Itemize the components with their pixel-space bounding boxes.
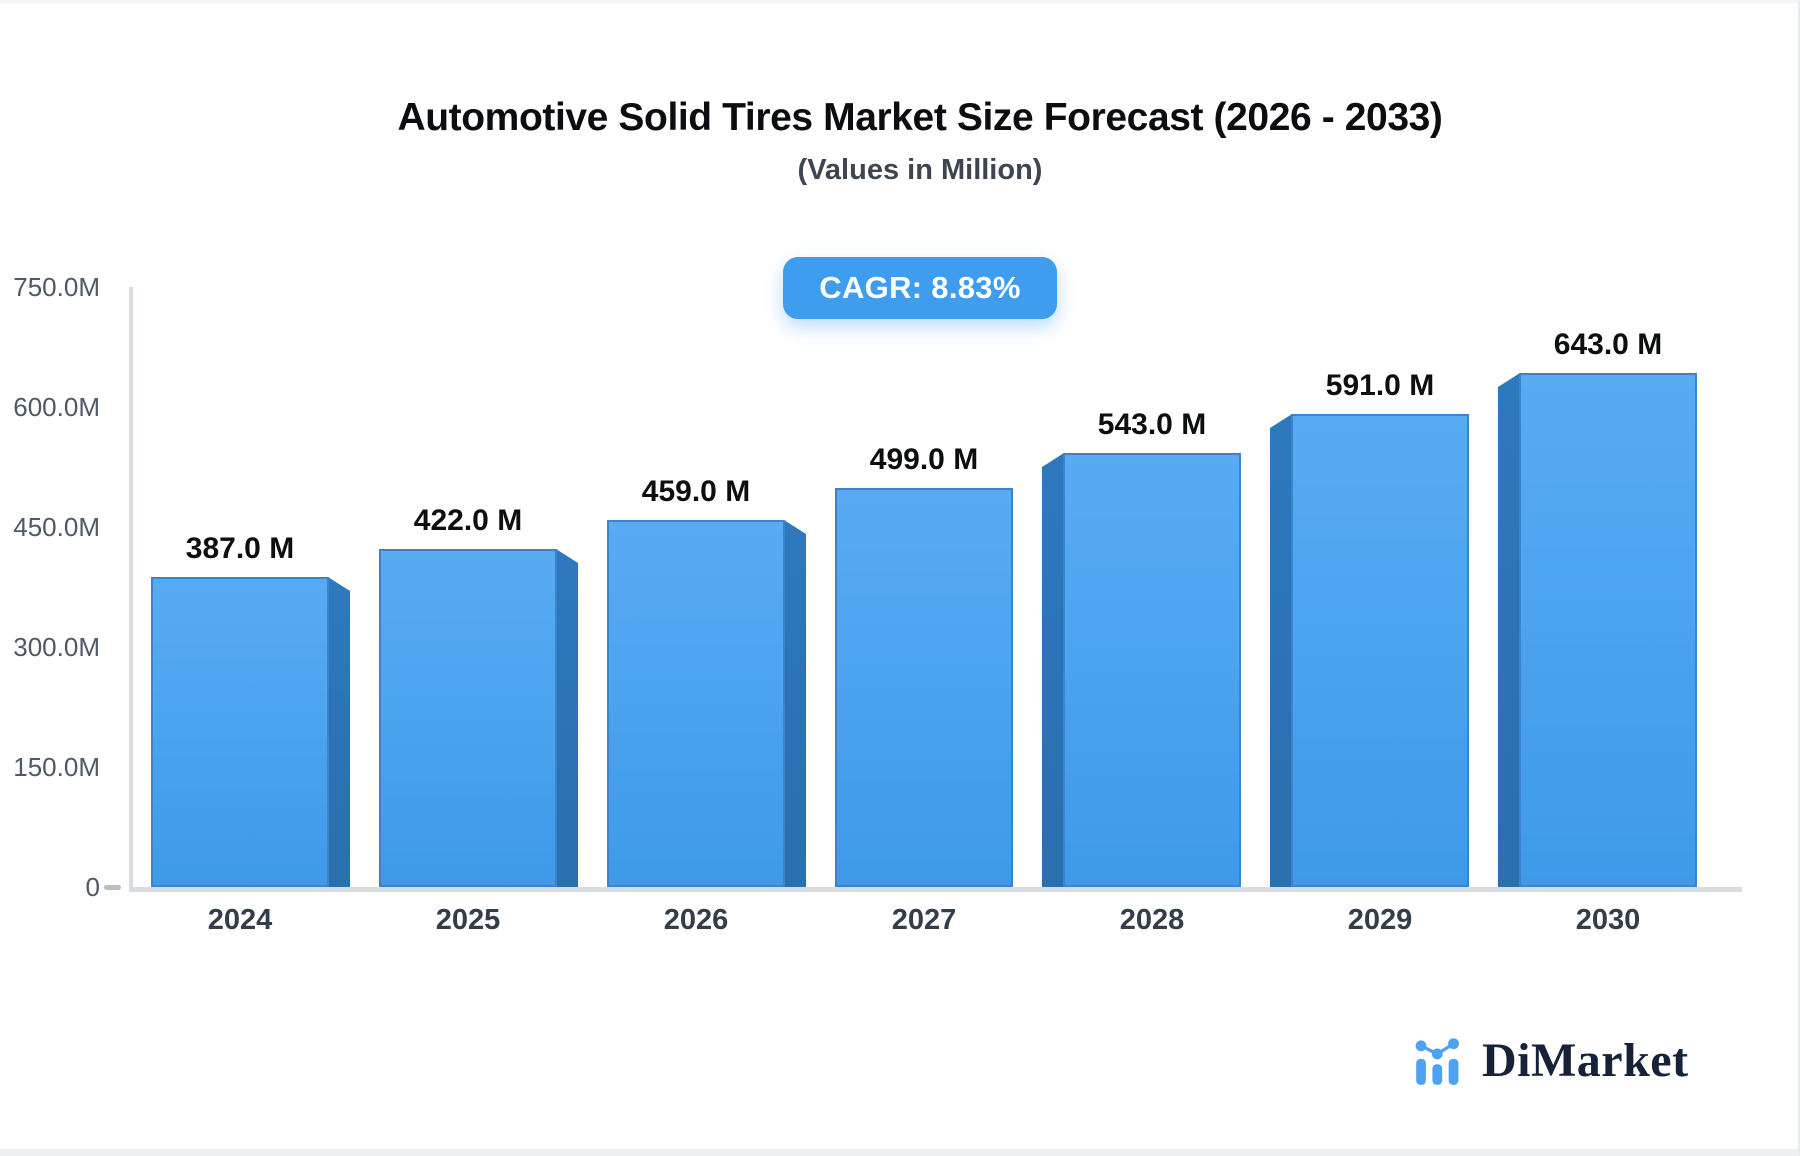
bar-2027 [835,488,1013,887]
y-axis-tick-label: 750.0M [13,272,100,302]
bar-chart-trendline-icon [1415,1037,1459,1085]
x-axis-year-label: 2028 [1119,904,1185,936]
y-axis-tick-label: 0 [85,872,100,902]
bar-2029 [1291,414,1469,887]
zero-tick-mark [104,885,121,890]
bar-value-label: 387.0 M [185,532,295,565]
x-axis-year-label: 2024 [207,904,273,936]
bar-2025 [379,549,557,887]
bottom-edge-strip [0,1149,1798,1156]
bar-value-label: 591.0 M [1325,369,1435,402]
bar-2024 [151,577,329,887]
chart-header: Automotive Solid Tires Market Size Forec… [40,95,1800,319]
bar-value-label: 422.0 M [413,504,523,537]
x-axis-year-label: 2027 [891,904,957,936]
bar-2028 [1063,453,1241,887]
logo-text: DiMarket [1482,1034,1689,1087]
bar-value-label: 459.0 M [641,475,751,508]
x-axis-year-label: 2026 [663,904,729,936]
y-axis-line [129,287,133,892]
bar-3d-side [1498,373,1520,887]
x-axis-year-label: 2029 [1347,904,1413,936]
chart-subtitle: (Values in Million) [797,154,1043,186]
y-axis-tick-label: 600.0M [13,392,100,422]
y-axis-tick-label: 150.0M [13,752,100,782]
x-axis-year-label: 2030 [1575,904,1641,936]
bar-value-label: 499.0 M [869,443,979,476]
bar-3d-side [328,577,350,887]
bar-3d-side [556,549,578,887]
chart-title: Automotive Solid Tires Market Size Forec… [397,96,1443,139]
x-axis-baseline [129,887,1742,892]
cagr-badge: CAGR: 8.83% [783,257,1057,319]
bar-value-label: 643.0 M [1553,328,1663,361]
bar-2026 [607,520,785,887]
bar-3d-side [784,520,806,887]
bar-3d-side [1042,453,1064,887]
bar-3d-side [1270,414,1292,887]
bar-2030 [1519,373,1697,887]
dimarket-logo: DiMarket [1414,1033,1689,1088]
bar-value-label: 543.0 M [1097,408,1207,441]
y-axis-tick-label: 300.0M [13,632,100,662]
y-axis-tick-label: 450.0M [13,512,100,542]
x-axis-year-label: 2025 [435,904,501,936]
bar-chart-plot-area: 0 150.0M 300.0M 450.0M 600.0M 750.0M 387.0 M 20… [0,3,1798,1156]
